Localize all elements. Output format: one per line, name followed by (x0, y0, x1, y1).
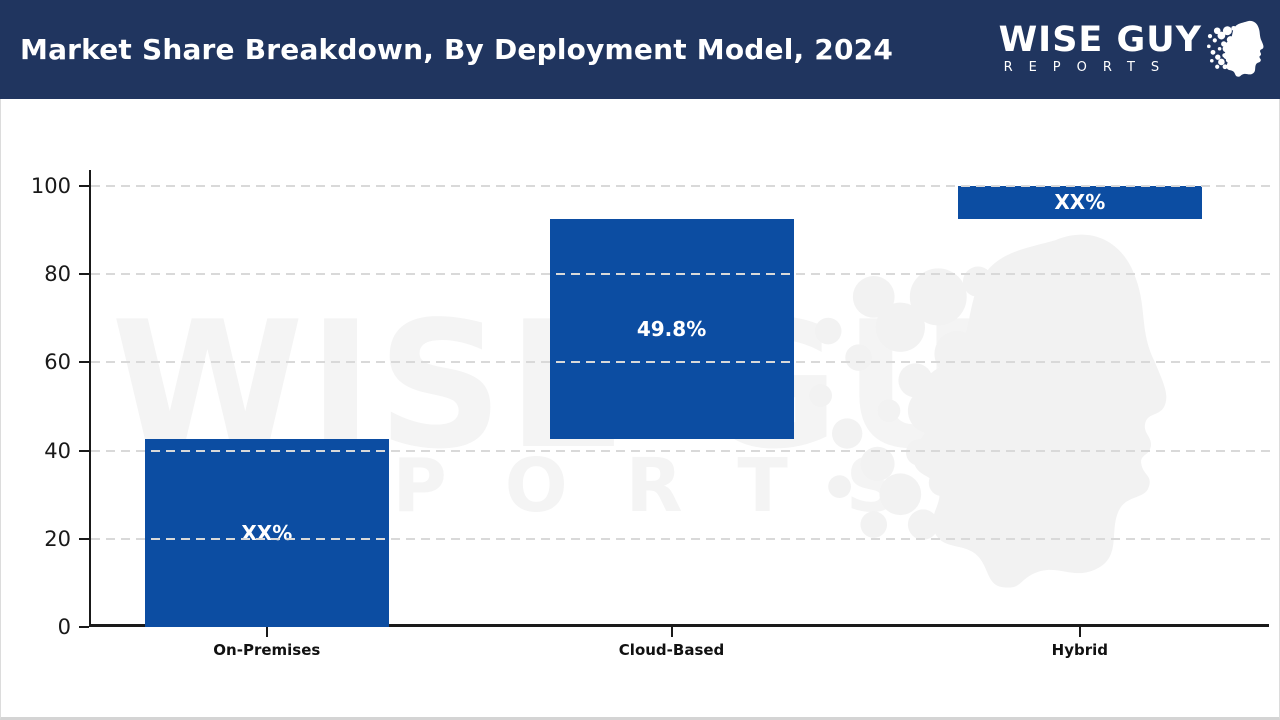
y-tick-80 (79, 273, 89, 276)
bar-value-label: XX% (1054, 190, 1106, 215)
x-tick-1 (670, 627, 673, 637)
y-tick-label: 0 (57, 615, 71, 639)
x-tick-2 (1078, 627, 1081, 637)
chart-title: Market Share Breakdown, By Deployment Mo… (20, 33, 894, 66)
brand-head-icon (1204, 8, 1264, 88)
y-tick-100 (79, 184, 89, 187)
bar-segment-hybrid: XX% (957, 185, 1202, 219)
gridline-40 (91, 449, 1271, 452)
y-tick-20 (79, 537, 89, 540)
bar-segment-on-premises: XX% (144, 438, 389, 627)
brand-subname: REPORTS (1003, 60, 1176, 76)
x-axis-label-2: Hybrid (1051, 641, 1108, 659)
x-axis-label-0: On-Premises (213, 641, 321, 659)
chart-canvas: WISE GUY REPORTS 020406080100XX%On-Premi… (0, 99, 1280, 720)
gridline-20 (91, 537, 1271, 540)
y-tick-label: 40 (44, 438, 71, 463)
y-tick-label: 60 (44, 350, 71, 375)
y-tick-40 (79, 449, 89, 452)
plot-area: 0 20 40 60 80 100 XX% On-Premises 49.8% Cloud-Bas… (31, 170, 1271, 659)
header-band: Market Share Breakdown, By Deployment Mo… (0, 0, 1280, 99)
bar-value-label: XX% (241, 520, 293, 545)
y-tick-label: 80 (44, 262, 71, 287)
watermark-head-icon (789, 221, 1171, 591)
brand-logo: WISE GUY REPORTS (999, 8, 1264, 88)
gridline-60 (91, 361, 1271, 364)
x-axis-label-1: Cloud-Based (618, 641, 725, 659)
brand-logo-text: WISE GUY REPORTS (999, 21, 1202, 76)
gridline-100 (91, 184, 1271, 187)
y-tick-label: 20 (44, 526, 71, 551)
gridline-80 (91, 273, 1271, 276)
bar-segment-cloud-based: 49.8% (549, 218, 794, 439)
y-tick-60 (79, 361, 89, 364)
x-tick-0 (265, 627, 268, 637)
y-tick-label: 100 (30, 173, 71, 198)
y-tick-0 (79, 626, 89, 628)
bar-value-label: 49.8% (636, 316, 707, 341)
brand-name: WISE GUY (998, 19, 1202, 60)
